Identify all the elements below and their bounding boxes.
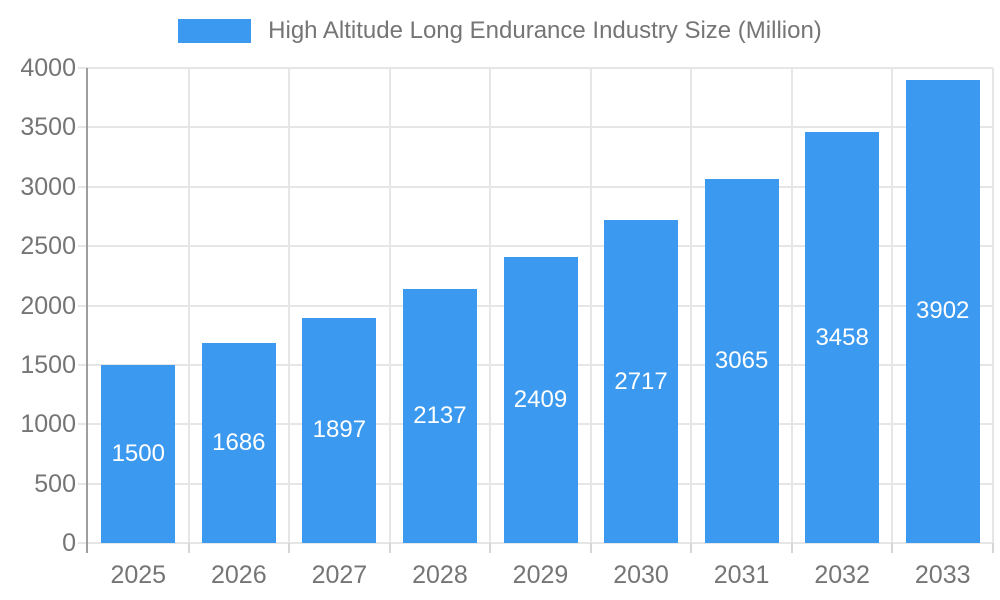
y-tick-label: 4000 <box>20 54 76 82</box>
x-tick-label: 2031 <box>713 561 770 589</box>
y-tick-label: 1500 <box>20 350 76 379</box>
y-tick-label: 2000 <box>20 291 76 320</box>
bar-value-label: 3458 <box>815 323 869 351</box>
x-gridline <box>992 68 994 543</box>
bar-value-label: 3902 <box>916 297 970 325</box>
x-axis-tick <box>288 543 291 553</box>
x-axis-tick <box>790 543 793 553</box>
x-gridline <box>790 68 793 543</box>
x-tick-label: 2030 <box>613 561 669 589</box>
y-gridline <box>78 185 993 188</box>
x-axis-tick <box>690 543 693 553</box>
x-tick-label: 2027 <box>311 561 368 589</box>
y-axis-line <box>86 68 88 553</box>
y-gridline <box>78 126 993 129</box>
x-axis-tick <box>992 543 994 553</box>
x-gridline <box>388 68 391 543</box>
bar-value-label: 2137 <box>413 402 467 430</box>
legend-label: High Altitude Long Endurance Industry Si… <box>268 17 822 44</box>
x-tick-label: 2032 <box>814 561 870 589</box>
y-gridline <box>78 245 993 248</box>
bar: 3902 <box>905 79 980 543</box>
x-axis-tick <box>187 543 190 553</box>
legend-swatch-icon <box>178 19 252 43</box>
x-axis-tick <box>589 543 592 553</box>
x-axis-tick <box>489 543 492 553</box>
bar-value-label: 1897 <box>312 416 367 444</box>
y-gridline <box>78 542 993 544</box>
x-axis-tick <box>388 543 391 553</box>
x-gridline <box>690 68 693 543</box>
bar: 2137 <box>402 289 477 543</box>
x-gridline <box>187 68 190 543</box>
y-tick-label: 500 <box>34 469 76 498</box>
x-gridline <box>891 68 894 543</box>
x-gridline <box>589 68 592 543</box>
x-axis-tick <box>891 543 894 553</box>
y-tick-label: 1000 <box>20 410 76 439</box>
bar: 2409 <box>503 256 578 543</box>
bar: 1500 <box>101 364 176 543</box>
x-gridline <box>489 68 492 543</box>
x-tick-label: 2025 <box>110 561 167 589</box>
bar-value-label: 1500 <box>111 439 165 467</box>
x-gridline <box>288 68 291 543</box>
bar-value-label: 2717 <box>614 367 668 395</box>
chart-legend: High Altitude Long Endurance Industry Si… <box>0 17 1000 44</box>
bar-value-label: 1686 <box>212 428 266 456</box>
bar: 2717 <box>604 220 679 543</box>
bar-value-label: 2409 <box>513 385 568 413</box>
bar: 1897 <box>302 317 377 543</box>
y-tick-label: 0 <box>62 529 76 557</box>
x-tick-label: 2033 <box>914 561 971 589</box>
y-gridline <box>78 67 993 69</box>
x-tick-label: 2026 <box>211 561 267 589</box>
y-tick-label: 2500 <box>20 232 76 261</box>
x-tick-label: 2029 <box>512 561 569 589</box>
x-tick-label: 2028 <box>412 561 468 589</box>
bar-value-label: 3065 <box>714 347 769 375</box>
y-tick-label: 3000 <box>20 172 76 201</box>
bar: 3458 <box>805 132 880 543</box>
y-tick-label: 3500 <box>20 113 76 142</box>
bar: 1686 <box>201 342 276 543</box>
bar: 3065 <box>704 179 779 543</box>
